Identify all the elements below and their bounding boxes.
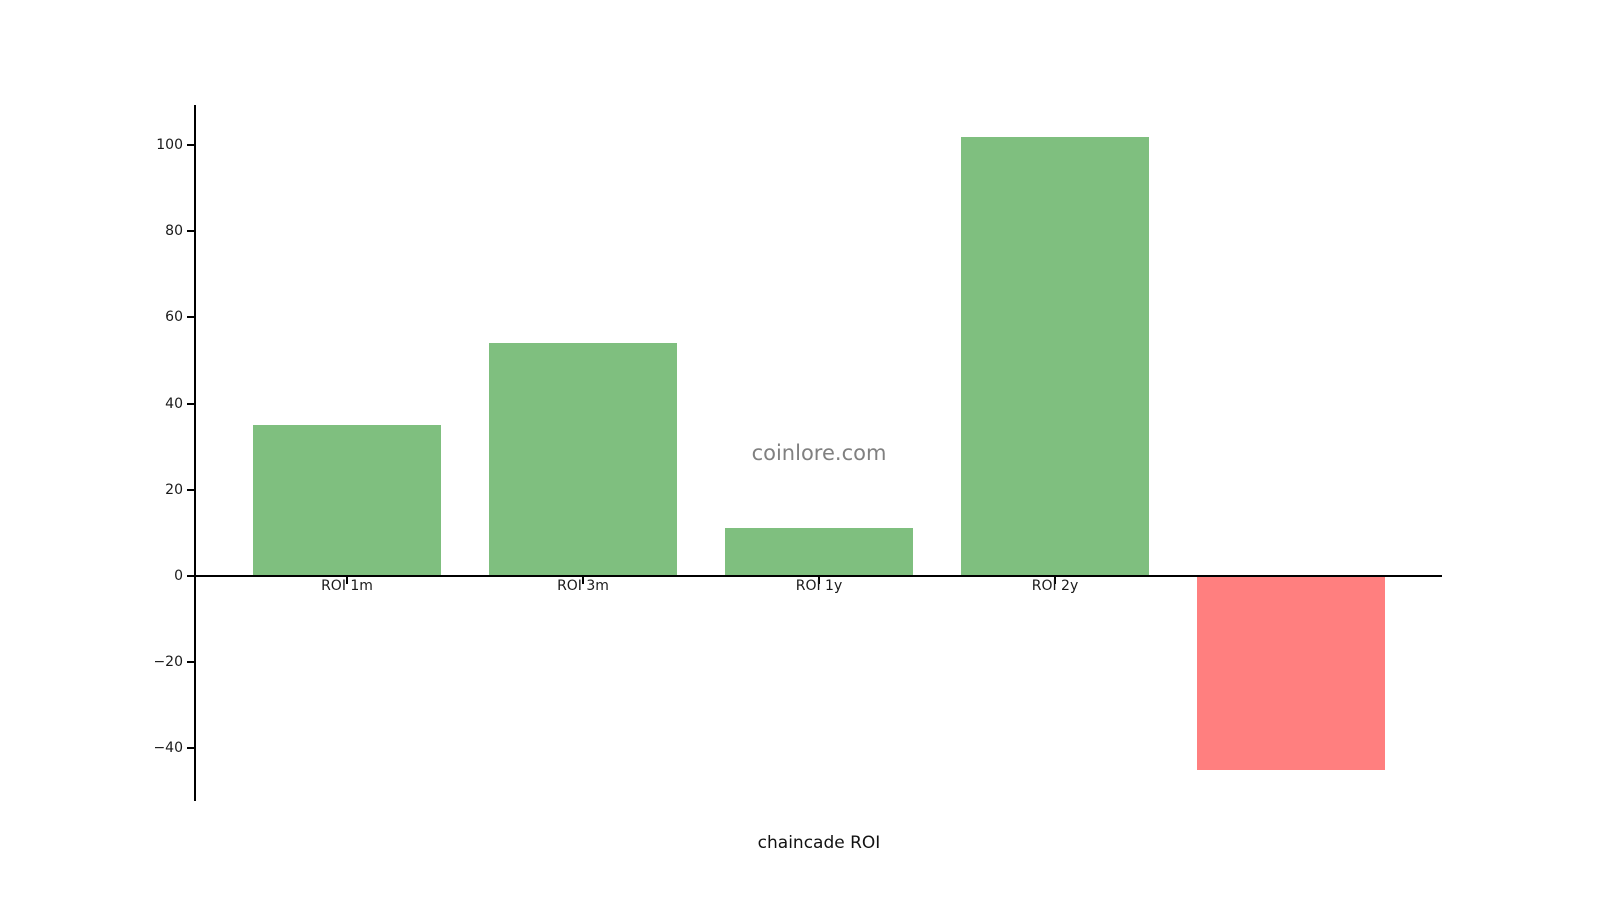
- y-tick-mark-100: [187, 144, 194, 147]
- x-tick-label-roi-2y: ROI 2y: [1031, 577, 1079, 594]
- chart-title: chaincade ROI: [757, 833, 881, 853]
- y-tick-label-0: 0: [174, 567, 183, 584]
- x-tick-mark-roi-1y: [818, 575, 820, 584]
- x-tick-label-roi-3m: ROI 3m: [557, 577, 609, 594]
- y-tick-label-20: 20: [165, 481, 183, 498]
- y-tick-label-80: 80: [165, 223, 183, 240]
- y-tick-label--20: −20: [153, 653, 183, 670]
- x-axis-spine: [194, 574, 1442, 577]
- x-tick-label-roi-1m: ROI 1m: [321, 577, 373, 594]
- y-tick-label-100: 100: [156, 137, 183, 154]
- y-tick-mark-80: [187, 230, 194, 233]
- bar-roi-1m: [252, 425, 442, 576]
- y-tick-label-60: 60: [165, 309, 183, 326]
- x-tick-mark-roi-2y: [1053, 575, 1056, 584]
- bar-roi-1y: [724, 528, 914, 576]
- x-tick-label-roi-1y: ROI 1y: [795, 577, 843, 594]
- y-tick-mark-20: [187, 488, 194, 491]
- y-tick-mark--20: [187, 660, 194, 663]
- y-tick-mark-40: [187, 402, 194, 405]
- y-axis-spine: [194, 105, 196, 801]
- y-tick-mark-0: [187, 574, 194, 577]
- y-tick-label--40: −40: [153, 739, 183, 756]
- watermark-text: coinlore.com: [751, 441, 887, 465]
- y-tick-mark--40: [187, 746, 194, 749]
- x-tick-mark-roi-3m: [582, 575, 584, 584]
- bar-unlabeled-4: [1196, 576, 1386, 771]
- bar-roi-3m: [488, 343, 678, 576]
- y-tick-label-40: 40: [165, 395, 183, 412]
- bar-roi-2y: [960, 136, 1150, 576]
- y-tick-mark-60: [187, 316, 194, 319]
- x-tick-mark-roi-1m: [346, 575, 349, 584]
